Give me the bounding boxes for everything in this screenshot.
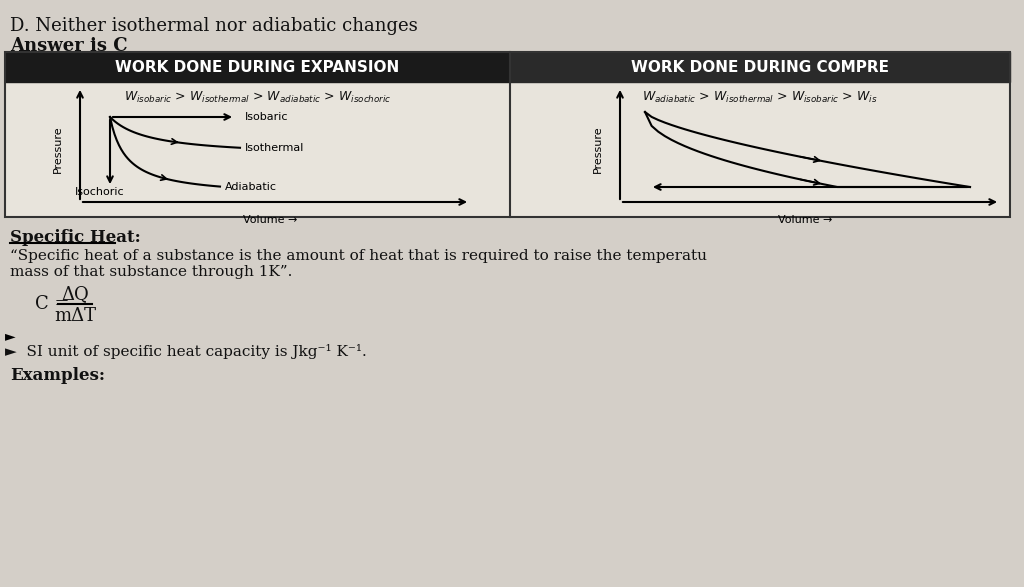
Text: Pressure: Pressure <box>593 126 603 173</box>
Text: Volume →: Volume → <box>778 215 833 225</box>
Text: “Specific heat of a substance is the amount of heat that is required to raise th: “Specific heat of a substance is the amo… <box>10 249 707 279</box>
Text: Volume →: Volume → <box>243 215 297 225</box>
Text: Isobaric: Isobaric <box>245 112 289 122</box>
Text: Specific Heat:: Specific Heat: <box>10 229 140 246</box>
Text: ΔQ: ΔQ <box>61 285 89 303</box>
Text: Pressure: Pressure <box>53 126 63 173</box>
Text: C =: C = <box>35 295 70 313</box>
Text: Examples:: Examples: <box>10 367 105 384</box>
Text: WORK DONE DURING EXPANSION: WORK DONE DURING EXPANSION <box>116 59 399 75</box>
Text: ►  SI unit of specific heat capacity is Jkg⁻¹ K⁻¹.: ► SI unit of specific heat capacity is J… <box>5 344 367 359</box>
Bar <box>5 52 1010 217</box>
Text: Adiabatic: Adiabatic <box>225 181 278 191</box>
Text: Isochoric: Isochoric <box>75 187 125 197</box>
Bar <box>5 52 510 82</box>
Text: Isothermal: Isothermal <box>245 143 304 153</box>
Text: ►: ► <box>5 329 15 343</box>
Text: $W_{isobaric}$ > $W_{isothermal}$ > $W_{adiabatic}$ > $W_{isochoric}$: $W_{isobaric}$ > $W_{isothermal}$ > $W_{… <box>124 89 391 104</box>
Text: $W_{adiabatic}$ > $W_{isothermal}$ > $W_{isobaric}$ > $W_{is}$: $W_{adiabatic}$ > $W_{isothermal}$ > $W_… <box>642 89 878 104</box>
Text: Answer is C: Answer is C <box>10 37 128 55</box>
Text: D. Neither isothermal nor adiabatic changes: D. Neither isothermal nor adiabatic chan… <box>10 17 418 35</box>
Text: mΔT: mΔT <box>54 307 96 325</box>
Text: WORK DONE DURING COMPRE: WORK DONE DURING COMPRE <box>631 59 889 75</box>
Bar <box>510 52 1010 82</box>
Bar <box>5 52 1010 217</box>
